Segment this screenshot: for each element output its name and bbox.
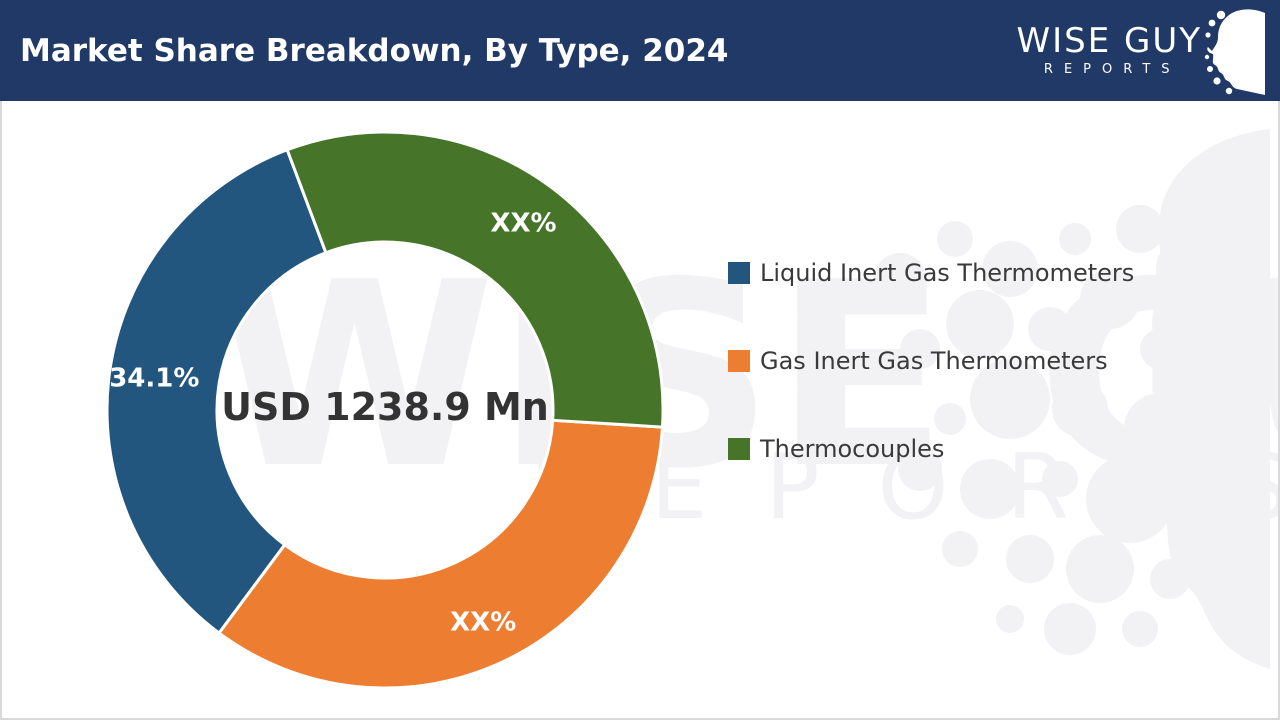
legend-item: Thermocouples <box>728 435 1134 464</box>
brand-name: WISE GUY <box>1016 21 1202 61</box>
legend-label: Gas Inert Gas Thermometers <box>760 346 1108 375</box>
brand-tagline: REPORTS <box>1043 62 1181 77</box>
segment-percent-label: XX% <box>490 209 556 239</box>
donut-segment-3 <box>285 130 665 429</box>
donut-segment-2 <box>217 418 664 690</box>
legend-item: Liquid Inert Gas Thermometers <box>728 259 1134 288</box>
legend-swatch <box>728 350 750 373</box>
brand-face-icon <box>1204 8 1265 95</box>
legend-swatch <box>728 262 750 285</box>
legend-swatch <box>728 437 750 460</box>
segment-percent-label: 34.1% <box>109 364 199 394</box>
legend: Liquid Inert Gas Thermometers Gas Inert G… <box>728 259 1134 463</box>
donut-segment-1 <box>105 148 328 635</box>
page-title: Market Share Breakdown, By Type, 2024 <box>20 32 729 69</box>
brand-logo-text: WISE GUY REPORTS <box>1016 24 1202 77</box>
donut-center-label: USD 1238.9 Mn <box>221 385 549 429</box>
chart-area: WISE GUY REPORTS 34.1%XX%XX% <box>0 101 1280 720</box>
donut-chart: 34.1% XX% XX% <box>105 130 665 690</box>
legend-label: Liquid Inert Gas Thermometers <box>760 259 1135 287</box>
header: Market Share Breakdown, By Type, 2024 WI… <box>0 0 1280 101</box>
brand-logo: WISE GUY REPORTS <box>1016 7 1266 95</box>
segment-percent-label: XX% <box>450 607 516 637</box>
legend-item: Gas Inert Gas Thermometers <box>728 347 1134 376</box>
legend-label: Thermocouples <box>760 434 945 463</box>
